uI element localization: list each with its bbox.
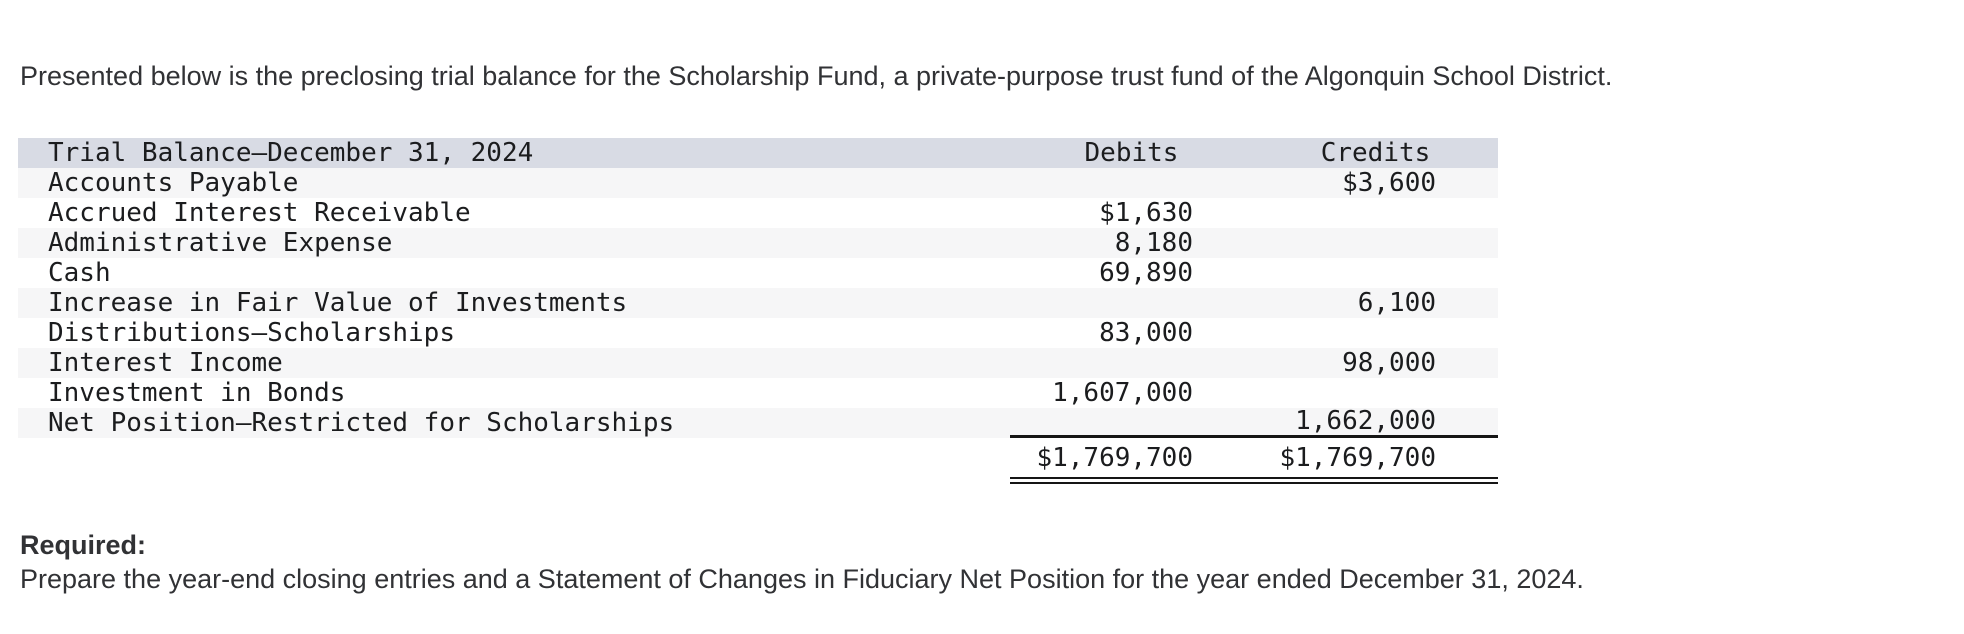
debit-value <box>1010 168 1253 198</box>
account-label: Interest Income <box>48 348 283 378</box>
account-label: Investment in Bonds <box>48 378 346 408</box>
debit-value <box>1010 348 1253 378</box>
required-heading: Required: <box>20 530 147 560</box>
total-debits: $1,769,700 <box>1010 438 1253 484</box>
credit-value: 6,100 <box>1357 288 1436 318</box>
table-row: Net Position—Restricted for Scholarships… <box>18 408 1498 438</box>
debit-value <box>1010 288 1253 318</box>
debit-value <box>1010 408 1253 438</box>
debit-value: $1,630 <box>1099 198 1193 228</box>
trial-balance-table: Trial Balance—December 31, 2024 Debits C… <box>18 138 1498 484</box>
account-label: Accounts Payable <box>48 168 299 198</box>
intro-paragraph: Presented below is the preclosing trial … <box>20 61 1613 91</box>
account-label: Accrued Interest Receivable <box>48 198 471 228</box>
table-title: Trial Balance—December 31, 2024 <box>48 138 534 168</box>
table-row: Investment in Bonds 1,607,000 <box>18 378 1498 408</box>
credit-value: 98,000 <box>1342 348 1436 378</box>
table-row: Accrued Interest Receivable $1,630 <box>18 198 1498 228</box>
debit-value: 8,180 <box>1114 228 1193 258</box>
debit-value: 1,607,000 <box>1052 378 1193 408</box>
credit-value <box>1253 198 1498 228</box>
table-header-row: Trial Balance—December 31, 2024 Debits C… <box>18 138 1498 168</box>
account-label: Net Position—Restricted for Scholarships <box>48 408 675 438</box>
column-header-debits: Debits <box>1084 138 1179 168</box>
credit-value <box>1253 378 1498 408</box>
table-row: Interest Income 98,000 <box>18 348 1498 378</box>
debit-value: 69,890 <box>1099 258 1193 288</box>
column-header-credits: Credits <box>1320 138 1431 168</box>
debit-value: 83,000 <box>1099 318 1193 348</box>
credit-value: $3,600 <box>1342 168 1436 198</box>
required-section: Required: Prepare the year-end closing e… <box>20 528 1584 596</box>
required-text: Prepare the year-end closing entries and… <box>20 564 1584 594</box>
totals-row: $1,769,700 $1,769,700 <box>18 438 1498 484</box>
credit-value: 1,662,000 <box>1253 408 1498 438</box>
total-credits: $1,769,700 <box>1253 438 1498 484</box>
table-row: Administrative Expense 8,180 <box>18 228 1498 258</box>
credit-value <box>1253 318 1498 348</box>
table-row: Cash 69,890 <box>18 258 1498 288</box>
table-row: Increase in Fair Value of Investments 6,… <box>18 288 1498 318</box>
account-label: Administrative Expense <box>48 228 393 258</box>
credit-value <box>1253 258 1498 288</box>
table-body: Accounts Payable $3,600 Accrued Interest… <box>18 168 1498 438</box>
table-row: Accounts Payable $3,600 <box>18 168 1498 198</box>
account-label: Distributions—Scholarships <box>48 318 455 348</box>
account-label: Cash <box>48 258 111 288</box>
credit-value <box>1253 228 1498 258</box>
account-label: Increase in Fair Value of Investments <box>48 288 628 318</box>
table-row: Distributions—Scholarships 83,000 <box>18 318 1498 348</box>
